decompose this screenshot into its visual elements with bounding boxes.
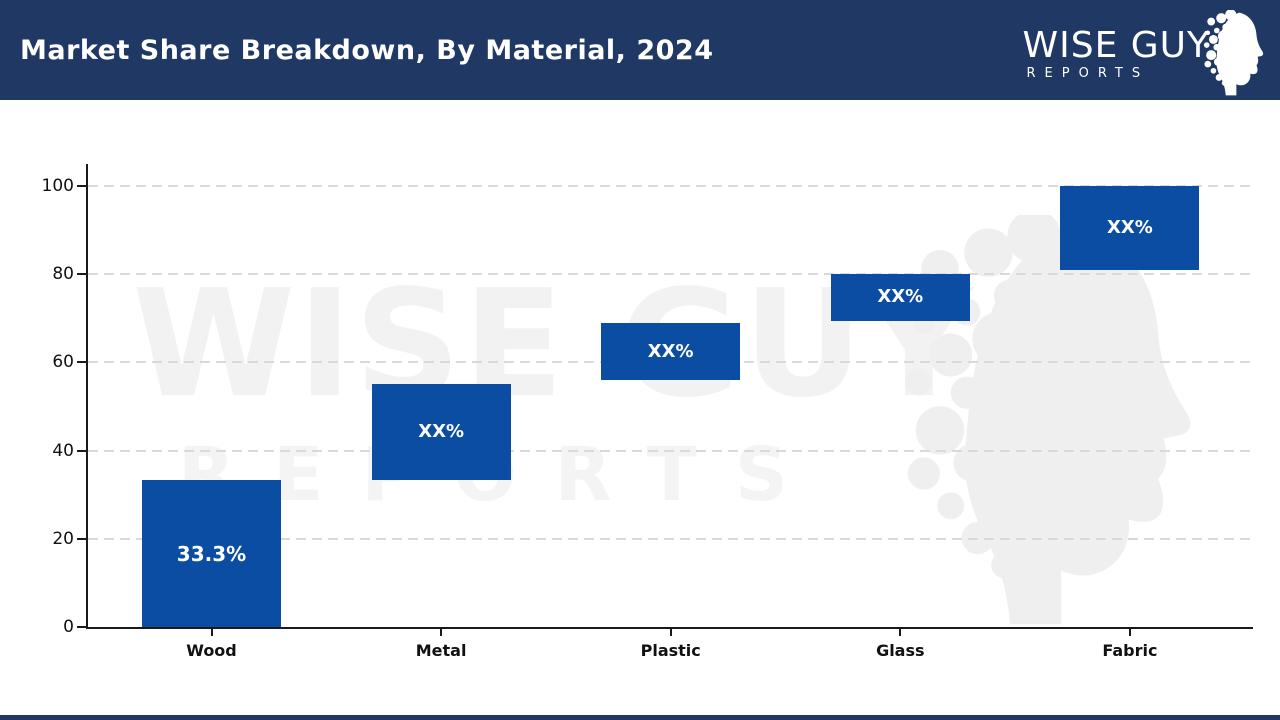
bar-glass (830, 273, 970, 321)
x-tick-label-fabric: Fabric (1102, 641, 1158, 660)
y-tick-20 (77, 537, 86, 540)
waterfall-chart: 0 20 40 60 80 100 33.3% Wood XX% Metal XX% Plastic X… (0, 100, 1280, 715)
y-tick-0 (77, 626, 86, 628)
gridline-100 (88, 185, 1253, 187)
logo-wordmark: WISE GUY (1022, 25, 1210, 67)
y-tick-label-80: 80 (52, 264, 74, 285)
x-tick-wood (210, 629, 213, 636)
footer-bar (0, 715, 1280, 720)
y-tick-60 (77, 361, 86, 364)
y-tick-40 (77, 449, 86, 452)
y-tick-100 (77, 185, 86, 187)
wiseguy-logo-text: WISE GUY REPORTS (1023, 27, 1211, 81)
y-tick-label-40: 40 (52, 440, 74, 461)
head-profile-icon (1203, 10, 1264, 96)
x-tick-label-wood: Wood (186, 641, 237, 660)
x-tick-label-glass: Glass (876, 641, 925, 660)
bar-wood (142, 480, 281, 627)
y-tick-label-60: 60 (52, 352, 74, 373)
gridline-40 (88, 449, 1253, 452)
gridline-20 (88, 537, 1253, 540)
y-tick-80 (77, 273, 86, 276)
logo-subtext: REPORTS (1026, 65, 1150, 81)
x-tick-label-metal: Metal (415, 641, 467, 660)
page-title: Market Share Breakdown, By Material, 202… (20, 34, 714, 66)
x-tick-glass (899, 629, 902, 636)
y-axis-spine (86, 164, 88, 629)
x-tick-fabric (1128, 629, 1131, 636)
bar-fabric (1060, 186, 1200, 271)
gridline-80 (88, 273, 1253, 276)
bar-plastic (601, 323, 741, 381)
bar-value-label-fabric: XX% (1106, 217, 1153, 239)
y-tick-label-20: 20 (52, 528, 74, 549)
y-tick-label-0: 0 (63, 617, 74, 637)
x-tick-metal (440, 629, 443, 636)
x-tick-label-plastic: Plastic (640, 641, 701, 660)
bar-value-label-metal: XX% (418, 420, 464, 442)
y-tick-label-100: 100 (41, 176, 74, 196)
bar-metal (371, 383, 511, 481)
bar-value-label-glass: XX% (877, 286, 924, 308)
x-tick-plastic (669, 629, 672, 636)
header-bar: Market Share Breakdown, By Material, 202… (0, 0, 1280, 100)
bar-value-label-wood: 33.3% (176, 541, 247, 566)
bar-value-label-plastic: XX% (647, 340, 694, 362)
x-axis-spine (86, 627, 1253, 629)
wiseguy-logo: WISE GUY REPORTS (1023, 10, 1267, 98)
